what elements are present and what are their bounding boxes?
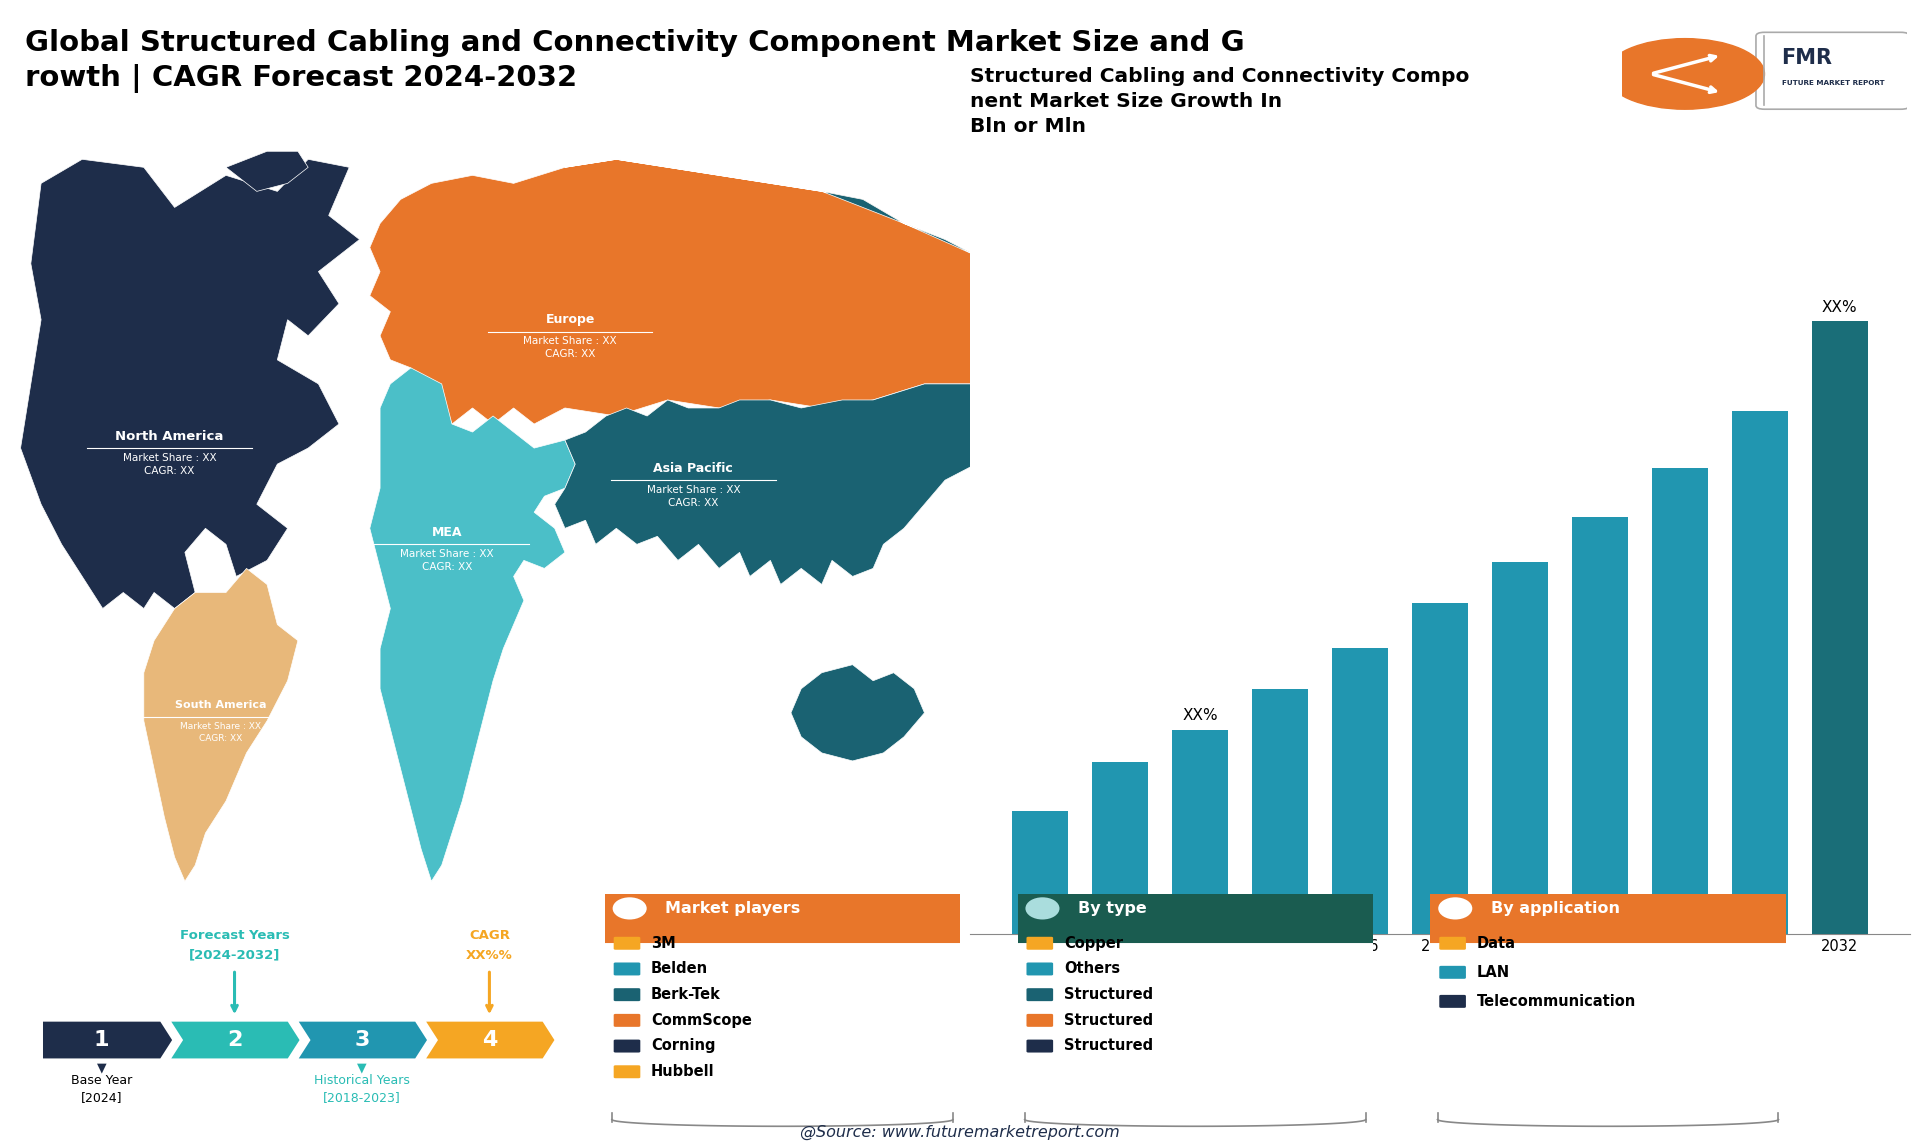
Text: FMR: FMR (1782, 47, 1832, 68)
Polygon shape (298, 1021, 428, 1059)
Text: [2018-2023]: [2018-2023] (323, 1091, 401, 1104)
FancyBboxPatch shape (614, 1066, 639, 1078)
Text: Asia Pacific: Asia Pacific (653, 462, 733, 474)
Circle shape (1440, 898, 1471, 918)
Text: ▼: ▼ (96, 1062, 106, 1075)
Text: Market Share : XX
CAGR: XX: Market Share : XX CAGR: XX (399, 549, 493, 572)
Text: By application: By application (1490, 901, 1620, 916)
FancyBboxPatch shape (1440, 966, 1467, 979)
Bar (1492, 562, 1548, 934)
Text: Europe: Europe (545, 313, 595, 327)
FancyBboxPatch shape (1004, 920, 1386, 1127)
FancyBboxPatch shape (1027, 963, 1054, 975)
Text: By type: By type (1077, 901, 1146, 916)
Bar (1651, 468, 1707, 934)
Bar (1092, 762, 1148, 934)
Circle shape (1605, 39, 1764, 109)
Bar (1012, 811, 1068, 934)
Text: Telecommunication: Telecommunication (1476, 994, 1636, 1008)
Text: Corning: Corning (651, 1038, 716, 1053)
Text: [2024]: [2024] (81, 1091, 123, 1104)
Text: North America: North America (115, 430, 223, 442)
Text: Copper: Copper (1064, 935, 1123, 950)
FancyBboxPatch shape (591, 920, 973, 1127)
Text: Market Share : XX
CAGR: XX: Market Share : XX CAGR: XX (180, 722, 261, 744)
Text: @Source: www.futuremarketreport.com: @Source: www.futuremarketreport.com (801, 1125, 1119, 1140)
Text: 3M: 3M (651, 935, 676, 950)
FancyBboxPatch shape (1402, 876, 1814, 943)
Bar (1173, 730, 1229, 934)
Text: Market Share : XX
CAGR: XX: Market Share : XX CAGR: XX (647, 485, 741, 508)
Text: 3: 3 (355, 1030, 371, 1050)
Bar (1252, 689, 1308, 934)
Text: XX%: XX% (1183, 708, 1217, 723)
Text: Forecast Years: Forecast Years (180, 929, 290, 942)
Text: Historical Years: Historical Years (315, 1074, 409, 1088)
FancyBboxPatch shape (576, 876, 989, 943)
FancyBboxPatch shape (989, 876, 1402, 943)
Text: Base Year: Base Year (71, 1074, 132, 1088)
Bar (1572, 517, 1628, 934)
Text: Belden: Belden (651, 961, 708, 976)
Polygon shape (791, 665, 925, 761)
Text: Structured: Structured (1064, 1038, 1152, 1053)
Text: CAGR: CAGR (468, 929, 511, 942)
Bar (1411, 603, 1469, 934)
Text: Others: Others (1064, 961, 1119, 976)
FancyBboxPatch shape (614, 1039, 639, 1052)
Bar (1332, 647, 1388, 934)
Bar (1812, 321, 1868, 934)
FancyBboxPatch shape (1027, 1014, 1054, 1027)
Polygon shape (555, 159, 1027, 584)
Text: Structured: Structured (1064, 987, 1152, 1002)
Text: [2024-2032]: [2024-2032] (188, 949, 280, 961)
Polygon shape (144, 568, 298, 881)
Polygon shape (227, 151, 307, 191)
FancyBboxPatch shape (1027, 1039, 1054, 1052)
Text: Berk-Tek: Berk-Tek (651, 987, 720, 1002)
FancyBboxPatch shape (1027, 988, 1054, 1002)
Circle shape (614, 898, 645, 918)
FancyBboxPatch shape (614, 1014, 639, 1027)
Polygon shape (21, 159, 359, 609)
Polygon shape (424, 1021, 555, 1059)
Text: Global Structured Cabling and Connectivity Component Market Size and G
rowth | C: Global Structured Cabling and Connectivi… (25, 29, 1244, 93)
Text: MEA: MEA (432, 526, 463, 539)
Polygon shape (371, 368, 576, 881)
Text: Data: Data (1476, 935, 1515, 950)
Text: ▼: ▼ (357, 1062, 367, 1075)
FancyBboxPatch shape (614, 963, 639, 975)
Text: FUTURE MARKET REPORT: FUTURE MARKET REPORT (1782, 80, 1884, 86)
Text: Structured: Structured (1064, 1013, 1152, 1028)
FancyBboxPatch shape (614, 936, 639, 950)
Polygon shape (371, 159, 1027, 424)
FancyBboxPatch shape (1440, 995, 1467, 1007)
Bar (1732, 410, 1788, 934)
Text: XX%: XX% (1822, 299, 1857, 314)
FancyBboxPatch shape (1417, 920, 1799, 1127)
Text: Structured Cabling and Connectivity Compo
nent Market Size Growth In
Bln or Mln: Structured Cabling and Connectivity Comp… (970, 68, 1469, 136)
Text: XX%%: XX%% (467, 949, 513, 961)
Text: Market Share : XX
CAGR: XX: Market Share : XX CAGR: XX (123, 453, 217, 476)
Text: 1: 1 (94, 1030, 109, 1050)
Text: CommScope: CommScope (651, 1013, 753, 1028)
Text: South America: South America (175, 700, 267, 709)
Text: Market Share : XX
CAGR: XX: Market Share : XX CAGR: XX (524, 336, 616, 360)
Polygon shape (42, 1021, 173, 1059)
FancyBboxPatch shape (1440, 936, 1467, 950)
FancyBboxPatch shape (614, 988, 639, 1002)
Circle shape (1027, 898, 1058, 918)
Polygon shape (169, 1021, 301, 1059)
Text: Hubbell: Hubbell (651, 1063, 714, 1080)
Text: 2: 2 (227, 1030, 242, 1050)
Text: LAN: LAN (1476, 965, 1509, 980)
Text: 4: 4 (482, 1030, 497, 1050)
Text: Market players: Market players (664, 901, 801, 916)
FancyBboxPatch shape (1027, 936, 1054, 950)
